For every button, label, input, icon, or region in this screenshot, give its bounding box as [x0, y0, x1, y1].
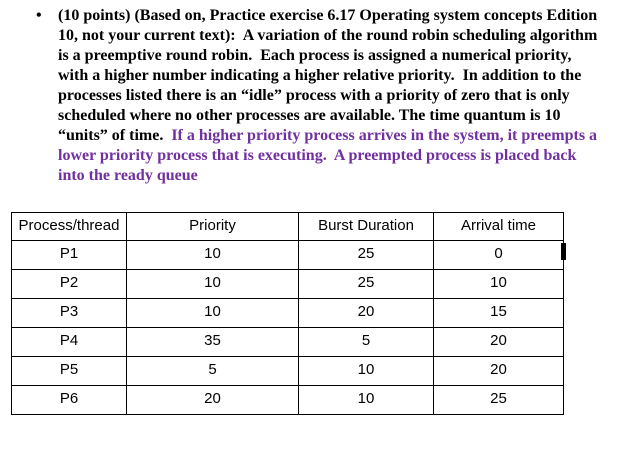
cell-priority: 10: [126, 240, 299, 270]
cell-burst: 25: [298, 240, 434, 270]
col-header-process-thread: Process/thread: [11, 212, 127, 241]
cell-arrival: 20: [433, 327, 564, 357]
cell-arrival: 20: [433, 356, 564, 386]
cell-priority: 35: [126, 327, 299, 357]
table-row: P5 5 10 20: [11, 356, 564, 386]
cell-priority: 10: [126, 269, 299, 299]
cell-burst: 10: [298, 385, 434, 415]
cell-process: P6: [11, 385, 127, 415]
cell-priority: 10: [126, 298, 299, 328]
table-row: P3 10 20 15: [11, 298, 564, 328]
col-header-arrival-time: Arrival time: [433, 212, 564, 241]
table-row: P2 10 25 10: [11, 269, 564, 299]
text-cursor-artifact: [561, 243, 566, 260]
exercise-paragraph: (10 points) (Based on, Practice exercise…: [58, 6, 602, 186]
cell-process: P5: [11, 356, 127, 386]
cell-burst: 5: [298, 327, 434, 357]
cell-priority: 5: [126, 356, 299, 386]
paragraph-black-text: (10 points) (Based on, Practice exercise…: [58, 7, 602, 144]
cell-arrival: 25: [433, 385, 564, 415]
col-header-priority: Priority: [126, 212, 299, 241]
cell-arrival: 0: [433, 240, 564, 270]
bullet-marker: •: [36, 7, 42, 24]
paragraph-purple-text: If a higher priority process arrives in …: [58, 127, 602, 184]
cell-burst: 10: [298, 356, 434, 386]
cell-arrival: 15: [433, 298, 564, 328]
cell-burst: 20: [298, 298, 434, 328]
cell-process: P4: [11, 327, 127, 357]
cell-burst: 25: [298, 269, 434, 299]
process-table: Process/thread Priority Burst Duration A…: [11, 212, 564, 415]
table-row: P1 10 25 0: [11, 240, 564, 270]
col-header-burst-duration: Burst Duration: [298, 212, 434, 241]
cell-process: P2: [11, 269, 127, 299]
table-header-row: Process/thread Priority Burst Duration A…: [11, 212, 564, 241]
cell-process: P3: [11, 298, 127, 328]
bullet-list-item: • (10 points) (Based on, Practice exerci…: [36, 6, 602, 186]
table-row: P6 20 10 25: [11, 385, 564, 415]
cell-priority: 20: [126, 385, 299, 415]
table-row: P4 35 5 20: [11, 327, 564, 357]
cell-process: P1: [11, 240, 127, 270]
cell-arrival: 10: [433, 269, 564, 299]
